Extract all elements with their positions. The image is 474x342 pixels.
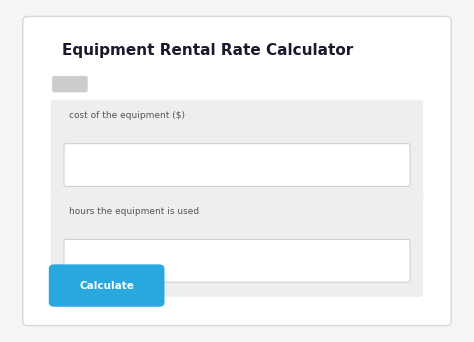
Text: Equipment Rental Rate Calculator: Equipment Rental Rate Calculator <box>62 43 353 58</box>
Text: Calculate: Calculate <box>79 280 134 291</box>
FancyBboxPatch shape <box>51 100 423 201</box>
FancyBboxPatch shape <box>64 239 410 282</box>
FancyBboxPatch shape <box>52 76 88 92</box>
FancyBboxPatch shape <box>64 144 410 186</box>
FancyBboxPatch shape <box>49 264 164 307</box>
FancyBboxPatch shape <box>51 196 423 297</box>
Text: hours the equipment is used: hours the equipment is used <box>69 207 199 216</box>
Text: cost of the equipment ($): cost of the equipment ($) <box>69 111 185 120</box>
FancyBboxPatch shape <box>23 16 451 326</box>
